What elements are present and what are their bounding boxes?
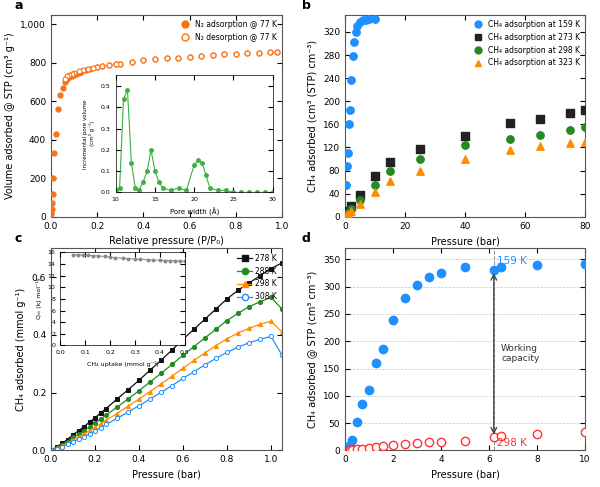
Y-axis label: CH₄ adsorbed (mmol g⁻¹): CH₄ adsorbed (mmol g⁻¹) xyxy=(16,288,26,411)
Point xyxy=(565,139,575,147)
Point xyxy=(342,209,352,217)
Point xyxy=(370,188,380,196)
Point xyxy=(343,207,353,215)
Point xyxy=(580,123,590,131)
Point xyxy=(350,28,360,36)
Point xyxy=(342,163,352,170)
Point xyxy=(385,158,395,166)
Point xyxy=(535,114,545,122)
Point xyxy=(505,147,515,154)
Point xyxy=(505,135,515,143)
Legend: 278 K, 288 K, 298 K, 308 K: 278 K, 288 K, 298 K, 308 K xyxy=(236,252,278,303)
Point xyxy=(535,131,545,139)
Point xyxy=(415,155,425,163)
Text: d: d xyxy=(302,232,311,245)
Point xyxy=(346,76,356,84)
Point xyxy=(385,177,395,185)
Point xyxy=(580,106,590,114)
Legend: CH₄ adsorption at 159 K, CH₄ adsorption at 273 K, CH₄ adsorption at 298 K, CH₄ a: CH₄ adsorption at 159 K, CH₄ adsorption … xyxy=(469,19,581,69)
Point xyxy=(460,155,470,163)
Point xyxy=(341,211,350,219)
Point xyxy=(370,172,380,180)
Point xyxy=(343,210,353,218)
X-axis label: Pressure (bar): Pressure (bar) xyxy=(132,470,201,480)
Y-axis label: CH₄ adsorbed @ STP (cm³ cm⁻³): CH₄ adsorbed @ STP (cm³ cm⁻³) xyxy=(307,271,317,428)
Point xyxy=(341,181,350,189)
Point xyxy=(364,15,374,23)
Text: 159 K: 159 K xyxy=(497,256,527,266)
Point xyxy=(349,38,359,46)
Point xyxy=(344,106,354,114)
Point xyxy=(352,22,362,30)
Point xyxy=(358,17,368,24)
Point xyxy=(346,203,356,210)
Point xyxy=(342,211,352,219)
Point xyxy=(355,196,365,204)
X-axis label: Pressure (bar): Pressure (bar) xyxy=(431,470,499,480)
Point xyxy=(370,15,380,22)
Point xyxy=(341,212,350,220)
Point xyxy=(385,167,395,174)
Point xyxy=(344,120,353,128)
Text: 298 K: 298 K xyxy=(497,438,527,449)
Point xyxy=(342,210,352,218)
Legend: N₂ adsorption @ 77 K, N₂ desorption @ 77 K: N₂ adsorption @ 77 K, N₂ desorption @ 77… xyxy=(176,19,278,43)
Point xyxy=(341,212,350,220)
Point xyxy=(355,200,365,208)
Point xyxy=(415,145,425,152)
Point xyxy=(460,132,470,140)
Text: Working
capacity: Working capacity xyxy=(501,344,539,363)
X-axis label: Relative pressure (P/P₀): Relative pressure (P/P₀) xyxy=(109,236,224,246)
Point xyxy=(580,138,590,146)
Point xyxy=(346,207,356,215)
Text: c: c xyxy=(14,232,22,245)
Point xyxy=(355,191,365,199)
Text: b: b xyxy=(302,0,311,12)
Point xyxy=(460,141,470,149)
Point xyxy=(505,119,515,127)
Point xyxy=(343,150,353,157)
Point xyxy=(355,18,365,25)
Y-axis label: Volume adsorbed @ STP (cm³ g⁻¹): Volume adsorbed @ STP (cm³ g⁻¹) xyxy=(5,32,15,199)
Point xyxy=(348,52,358,60)
Text: a: a xyxy=(14,0,23,12)
Point xyxy=(415,167,425,174)
Point xyxy=(535,142,545,150)
Y-axis label: CH₄ adsorbed (cm³ (STP) cm⁻³): CH₄ adsorbed (cm³ (STP) cm⁻³) xyxy=(307,39,317,192)
Point xyxy=(361,16,371,24)
Point xyxy=(346,206,356,213)
X-axis label: Pressure (bar): Pressure (bar) xyxy=(431,236,499,246)
Point xyxy=(565,109,575,117)
Point xyxy=(370,181,380,189)
Point xyxy=(343,209,353,217)
Point xyxy=(565,126,575,134)
